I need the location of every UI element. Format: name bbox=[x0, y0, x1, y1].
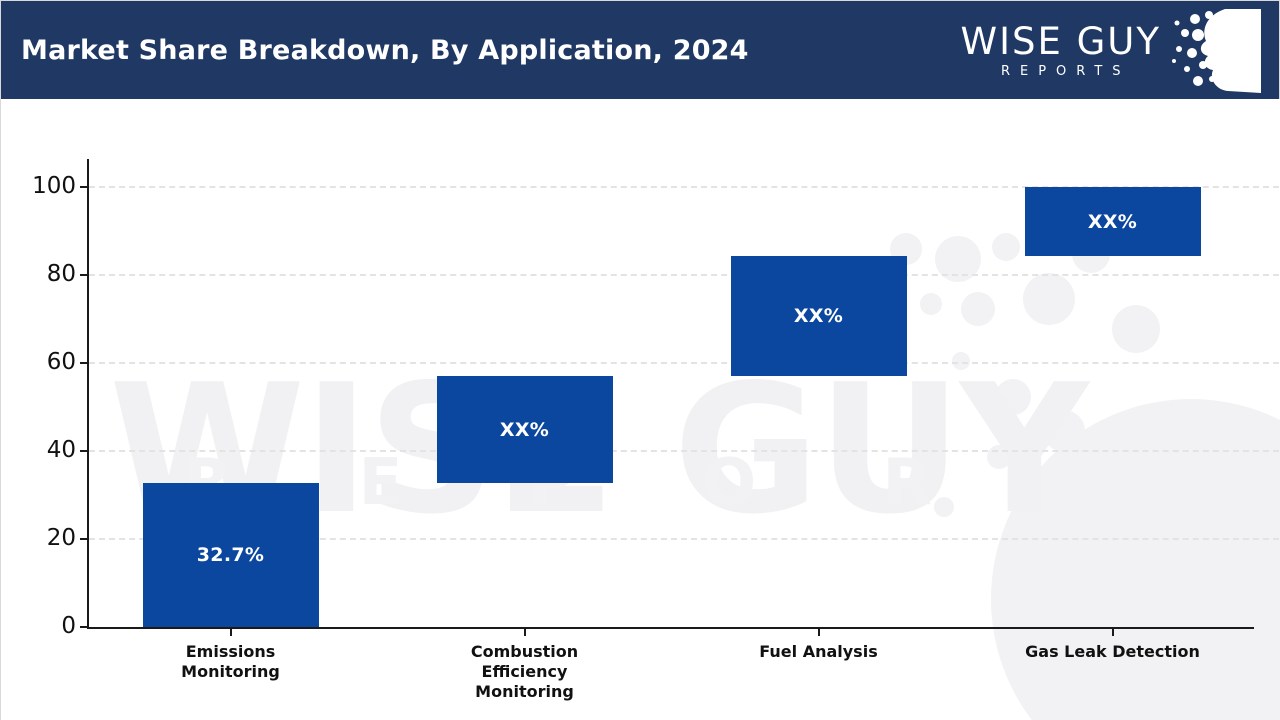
bar-1: 32.7% bbox=[142, 483, 319, 627]
chart-canvas: WISE GUY R E P O R T S 0 20 40 60 80 100 32.7%… bbox=[1, 99, 1280, 720]
x-tick-3 bbox=[817, 627, 820, 636]
bar-3: XX% bbox=[730, 256, 907, 377]
y-tick-label-80: 80 bbox=[46, 261, 76, 287]
wise-guy-logo: WISE GUY REPORTS bbox=[961, 9, 1261, 93]
y-tick-100 bbox=[80, 186, 89, 188]
x-category-label-3: Fuel Analysis bbox=[759, 642, 878, 661]
y-tick-label-40: 40 bbox=[46, 437, 76, 463]
logo-face-icon bbox=[1172, 9, 1261, 93]
gridline-100 bbox=[89, 186, 1279, 188]
watermark-subtitle: R E P O R T S bbox=[183, 446, 1280, 520]
y-tick-label-100: 100 bbox=[32, 173, 76, 199]
gridline-40 bbox=[89, 450, 1279, 452]
x-axis bbox=[87, 627, 1254, 629]
bar-value-label-4: XX% bbox=[1087, 210, 1138, 233]
y-tick-0 bbox=[80, 626, 89, 628]
page-title: Market Share Breakdown, By Application, … bbox=[21, 34, 749, 66]
header-bar: Market Share Breakdown, By Application, … bbox=[1, 1, 1279, 99]
bar-value-label-3: XX% bbox=[793, 305, 844, 328]
y-tick-label-60: 60 bbox=[46, 349, 76, 375]
x-tick-1 bbox=[229, 627, 232, 636]
y-tick-60 bbox=[80, 362, 89, 364]
y-axis bbox=[87, 159, 89, 629]
y-tick-20 bbox=[80, 538, 89, 540]
gridline-20 bbox=[89, 538, 1279, 540]
gridline-60 bbox=[89, 362, 1279, 364]
x-tick-4 bbox=[1111, 627, 1114, 636]
y-tick-80 bbox=[80, 274, 89, 276]
logo-text: WISE GUY REPORTS bbox=[960, 20, 1161, 79]
bar-2: XX% bbox=[436, 376, 613, 484]
watermark-dots-icon bbox=[890, 233, 1280, 720]
x-category-label-2: Combustion Efficiency Monitoring bbox=[470, 642, 579, 701]
x-category-label-1: Emissions Monitoring bbox=[181, 642, 280, 681]
gridline-80 bbox=[89, 274, 1279, 276]
x-category-label-4: Gas Leak Detection bbox=[1025, 642, 1200, 661]
logo-subtitle: REPORTS bbox=[1000, 63, 1131, 79]
x-tick-2 bbox=[523, 627, 526, 636]
bar-4: XX% bbox=[1024, 187, 1201, 257]
bar-value-label-2: XX% bbox=[499, 418, 550, 441]
y-tick-label-0: 0 bbox=[61, 613, 76, 639]
bar-value-label-1: 32.7% bbox=[196, 544, 265, 567]
y-tick-40 bbox=[80, 450, 89, 452]
y-tick-label-20: 20 bbox=[46, 525, 76, 551]
logo-wordmark: WISE GUY bbox=[960, 20, 1161, 64]
